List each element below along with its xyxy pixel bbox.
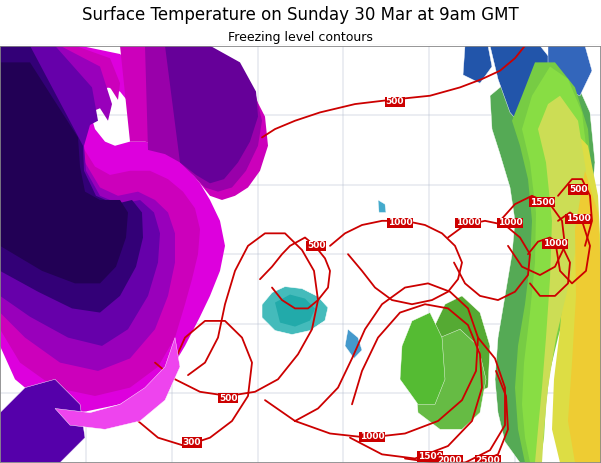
Polygon shape (535, 96, 586, 463)
Text: 1000: 1000 (388, 219, 412, 227)
Text: Surface Temperature on Sunday 30 Mar at 9am GMT: Surface Temperature on Sunday 30 Mar at … (82, 6, 519, 24)
Polygon shape (55, 338, 180, 429)
Polygon shape (490, 46, 562, 133)
Text: 2500: 2500 (475, 456, 501, 463)
Polygon shape (0, 63, 128, 283)
Polygon shape (490, 58, 595, 463)
Text: 500: 500 (307, 241, 325, 250)
Polygon shape (548, 46, 592, 96)
Text: 500: 500 (219, 394, 237, 402)
Polygon shape (120, 46, 268, 200)
Polygon shape (145, 46, 262, 192)
Text: 1500: 1500 (529, 198, 554, 206)
Polygon shape (0, 46, 200, 396)
Text: 300: 300 (183, 438, 201, 447)
Polygon shape (416, 329, 486, 429)
Text: 500: 500 (386, 98, 404, 106)
Polygon shape (0, 46, 175, 371)
Polygon shape (568, 171, 601, 463)
Polygon shape (0, 46, 225, 413)
Polygon shape (0, 46, 143, 313)
Polygon shape (463, 46, 492, 83)
Polygon shape (512, 63, 592, 463)
Polygon shape (0, 46, 160, 346)
Text: 500: 500 (569, 185, 587, 194)
Polygon shape (165, 46, 258, 183)
Polygon shape (400, 313, 445, 404)
Text: 1000: 1000 (543, 239, 567, 248)
Text: 1000: 1000 (456, 219, 480, 227)
Text: 1000: 1000 (498, 219, 522, 227)
Polygon shape (0, 379, 85, 463)
Text: Freezing level contours: Freezing level contours (228, 31, 373, 44)
Polygon shape (275, 294, 315, 326)
Text: 1500: 1500 (418, 452, 442, 461)
Polygon shape (430, 296, 490, 396)
Polygon shape (552, 129, 601, 463)
Text: 1500: 1500 (566, 214, 590, 223)
Polygon shape (378, 200, 386, 213)
Polygon shape (262, 287, 328, 335)
Polygon shape (522, 67, 588, 463)
Text: 2000: 2000 (438, 456, 462, 463)
Text: 1000: 1000 (359, 432, 384, 441)
Polygon shape (345, 329, 362, 358)
